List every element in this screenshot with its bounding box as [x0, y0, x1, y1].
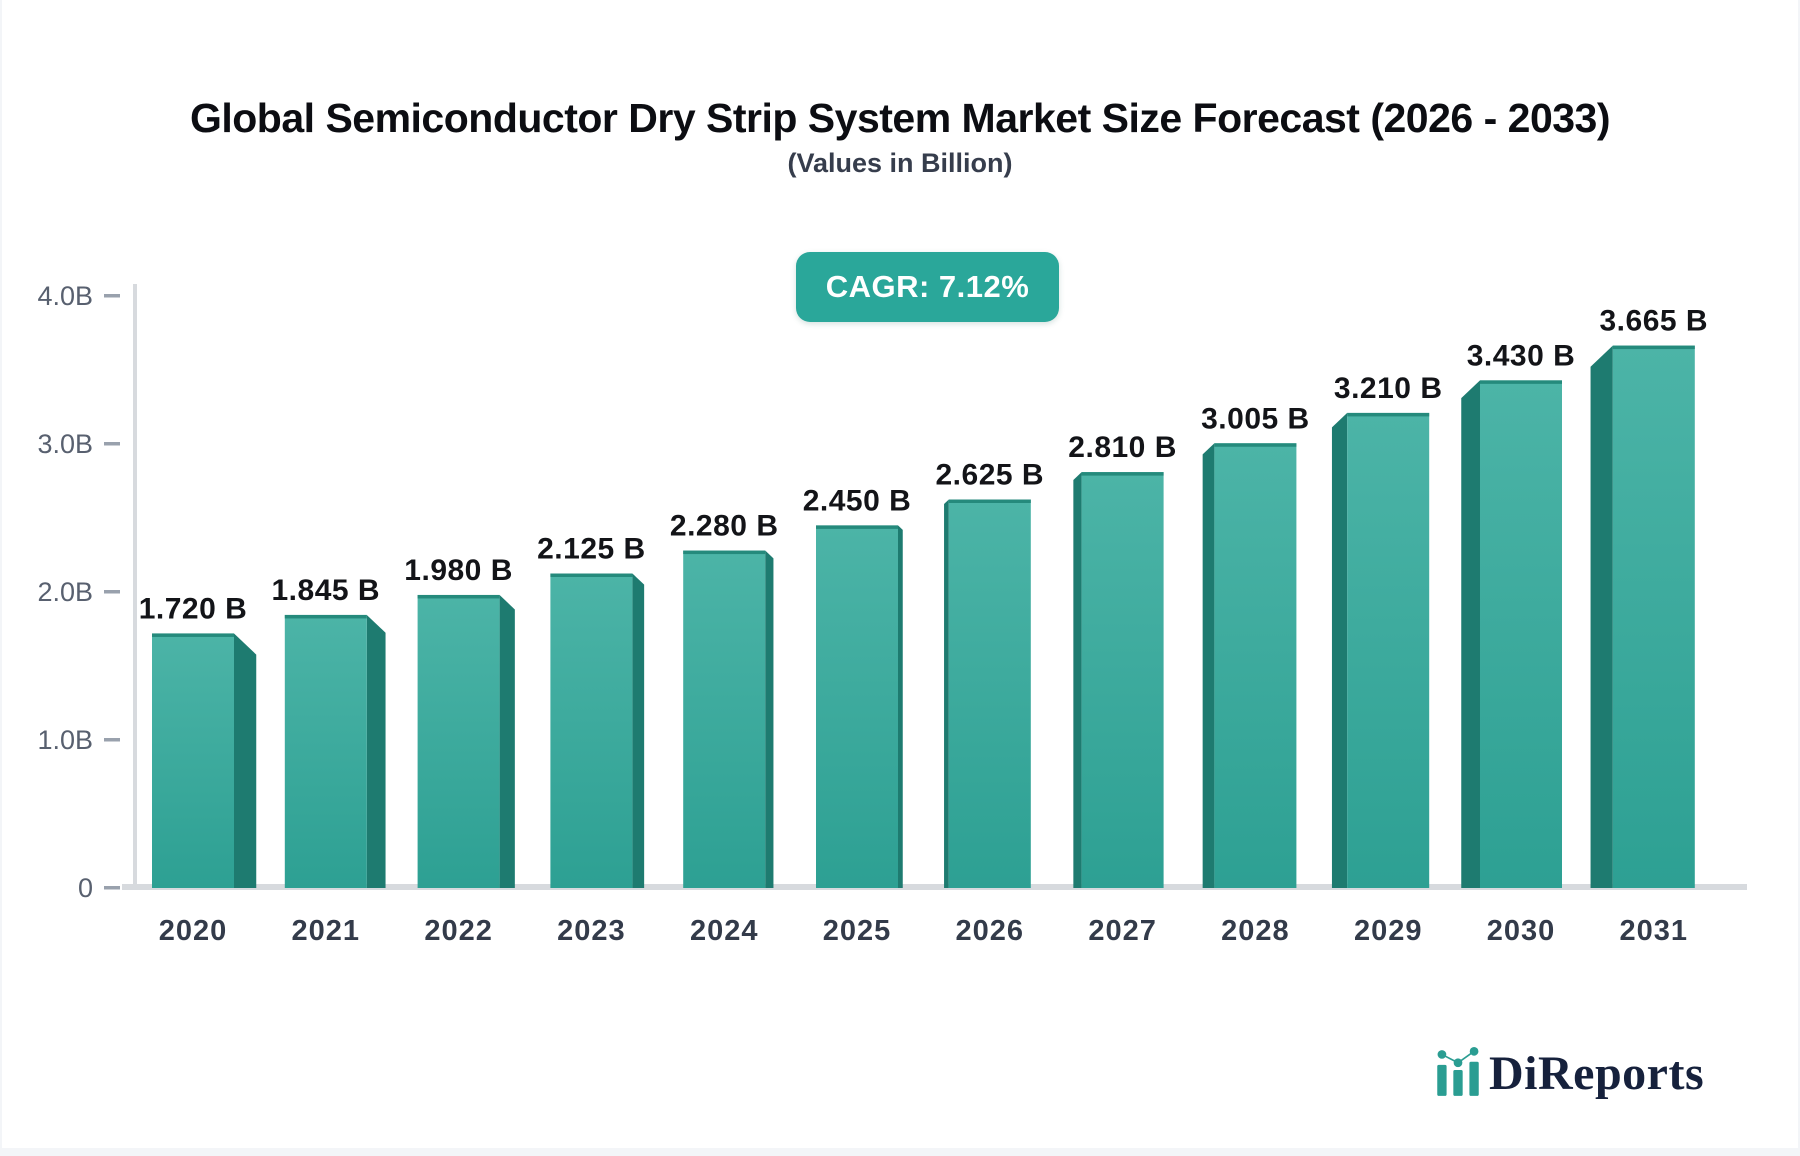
bar-2024 [683, 550, 774, 888]
y-axis-line [133, 284, 137, 890]
bar-2027 [1073, 472, 1164, 888]
bar-value-label: 3.210 B [1334, 372, 1443, 405]
bar-side-face [499, 594, 515, 888]
x-tick-label: 2022 [424, 915, 493, 947]
bar-front-face [550, 573, 633, 888]
mini-bar-line-chart-icon [1437, 1046, 1479, 1096]
bar-2030 [1461, 380, 1562, 888]
bar-value-label: 1.845 B [272, 574, 381, 607]
bar-2023 [550, 573, 645, 888]
x-tick-label: 2029 [1354, 915, 1423, 947]
bar-front-face [284, 614, 367, 888]
bar-top-edge [152, 633, 234, 637]
bar-side-face [1202, 443, 1215, 888]
direports-logo: DiReports [1435, 1036, 1704, 1098]
bar-side-face [944, 499, 949, 888]
bar-value-label: 1.720 B [139, 592, 248, 625]
bar-top-edge [1480, 380, 1562, 384]
y-tick-label: 0 [78, 873, 93, 903]
bar-side-face [898, 525, 903, 888]
bar-top-edge [417, 594, 500, 599]
bar-side-face [1073, 472, 1082, 888]
bar-top-edge [948, 499, 1031, 503]
bar-side-face [765, 550, 774, 888]
bar-front-face [816, 525, 898, 888]
x-axis-line [122, 884, 1747, 890]
bar-side-face [234, 633, 257, 888]
bar-front-face [152, 633, 234, 888]
y-tick-label: 3.0B [37, 429, 93, 459]
bar-top-edge [683, 550, 766, 555]
bar-side-face [1461, 380, 1480, 888]
bar-front-face [1214, 443, 1297, 888]
bar-side-face [1331, 412, 1348, 888]
bar-2025 [816, 525, 903, 888]
x-tick-label: 2024 [690, 915, 759, 947]
page-title: Global Semiconductor Dry Strip System Ma… [189, 95, 1611, 141]
bar-front-face [683, 550, 766, 888]
y-tick [104, 294, 120, 298]
x-tick-label: 2030 [1487, 915, 1556, 947]
cagr-badge-label: CAGR: 7.12% [825, 269, 1030, 304]
y-tick-label: 1.0B [37, 725, 93, 755]
bar-value-label: 2.280 B [670, 510, 779, 543]
y-tick-label: 2.0B [37, 577, 93, 607]
bar-side-face [366, 614, 386, 888]
cagr-badge: CAGR: 7.12% [796, 252, 1059, 322]
bar-top-edge [1612, 345, 1695, 350]
bar-value-label: 2.810 B [1068, 431, 1177, 464]
bar-front-face [1480, 380, 1562, 888]
x-tick-label: 2025 [823, 915, 892, 947]
logo-text: DiReports [1489, 1047, 1705, 1100]
bar-value-label: 2.125 B [537, 533, 646, 566]
page-subtitle: (Values in Billion) [787, 148, 1013, 178]
y-tick [104, 442, 120, 446]
x-tick-label: 2021 [292, 915, 361, 947]
bar-2022 [417, 594, 515, 888]
x-tick-label: 2027 [1088, 915, 1157, 947]
bar-value-label: 3.665 B [1600, 305, 1709, 338]
bar-2029 [1331, 412, 1430, 888]
bar-2028 [1202, 443, 1297, 888]
bar-2021 [284, 614, 386, 888]
y-tick-label: 4.0B [37, 281, 93, 311]
bar-value-label: 1.980 B [404, 554, 513, 587]
bar-2026 [944, 499, 1031, 888]
bar-side-face [1590, 345, 1613, 889]
x-tick-label: 2028 [1221, 915, 1290, 947]
bar-value-label: 2.625 B [936, 459, 1045, 492]
bar-front-face [1612, 345, 1695, 889]
bar-front-face [417, 594, 500, 888]
bar-top-edge [1347, 412, 1430, 417]
bar-top-edge [284, 614, 367, 619]
bar-2031 [1590, 345, 1695, 889]
bar-front-face [1347, 412, 1430, 888]
y-tick [104, 590, 120, 594]
bar-value-label: 3.430 B [1467, 339, 1576, 372]
bar-value-label: 2.450 B [803, 484, 912, 517]
bar-side-face [632, 573, 645, 888]
bar-front-face [948, 499, 1031, 888]
bar-top-edge [816, 525, 898, 529]
x-tick-label: 2031 [1620, 915, 1689, 947]
x-tick-label: 2020 [159, 915, 228, 947]
bar-top-edge [1081, 472, 1164, 476]
y-tick [104, 886, 120, 890]
bar-value-label: 3.005 B [1201, 402, 1310, 435]
x-tick-label: 2026 [956, 915, 1025, 947]
bar-top-edge [1214, 443, 1297, 447]
bar-front-face [1081, 472, 1164, 888]
bar-top-edge [550, 573, 633, 577]
x-tick-label: 2023 [557, 915, 626, 947]
bar-2020 [152, 633, 257, 888]
y-tick [104, 738, 120, 742]
